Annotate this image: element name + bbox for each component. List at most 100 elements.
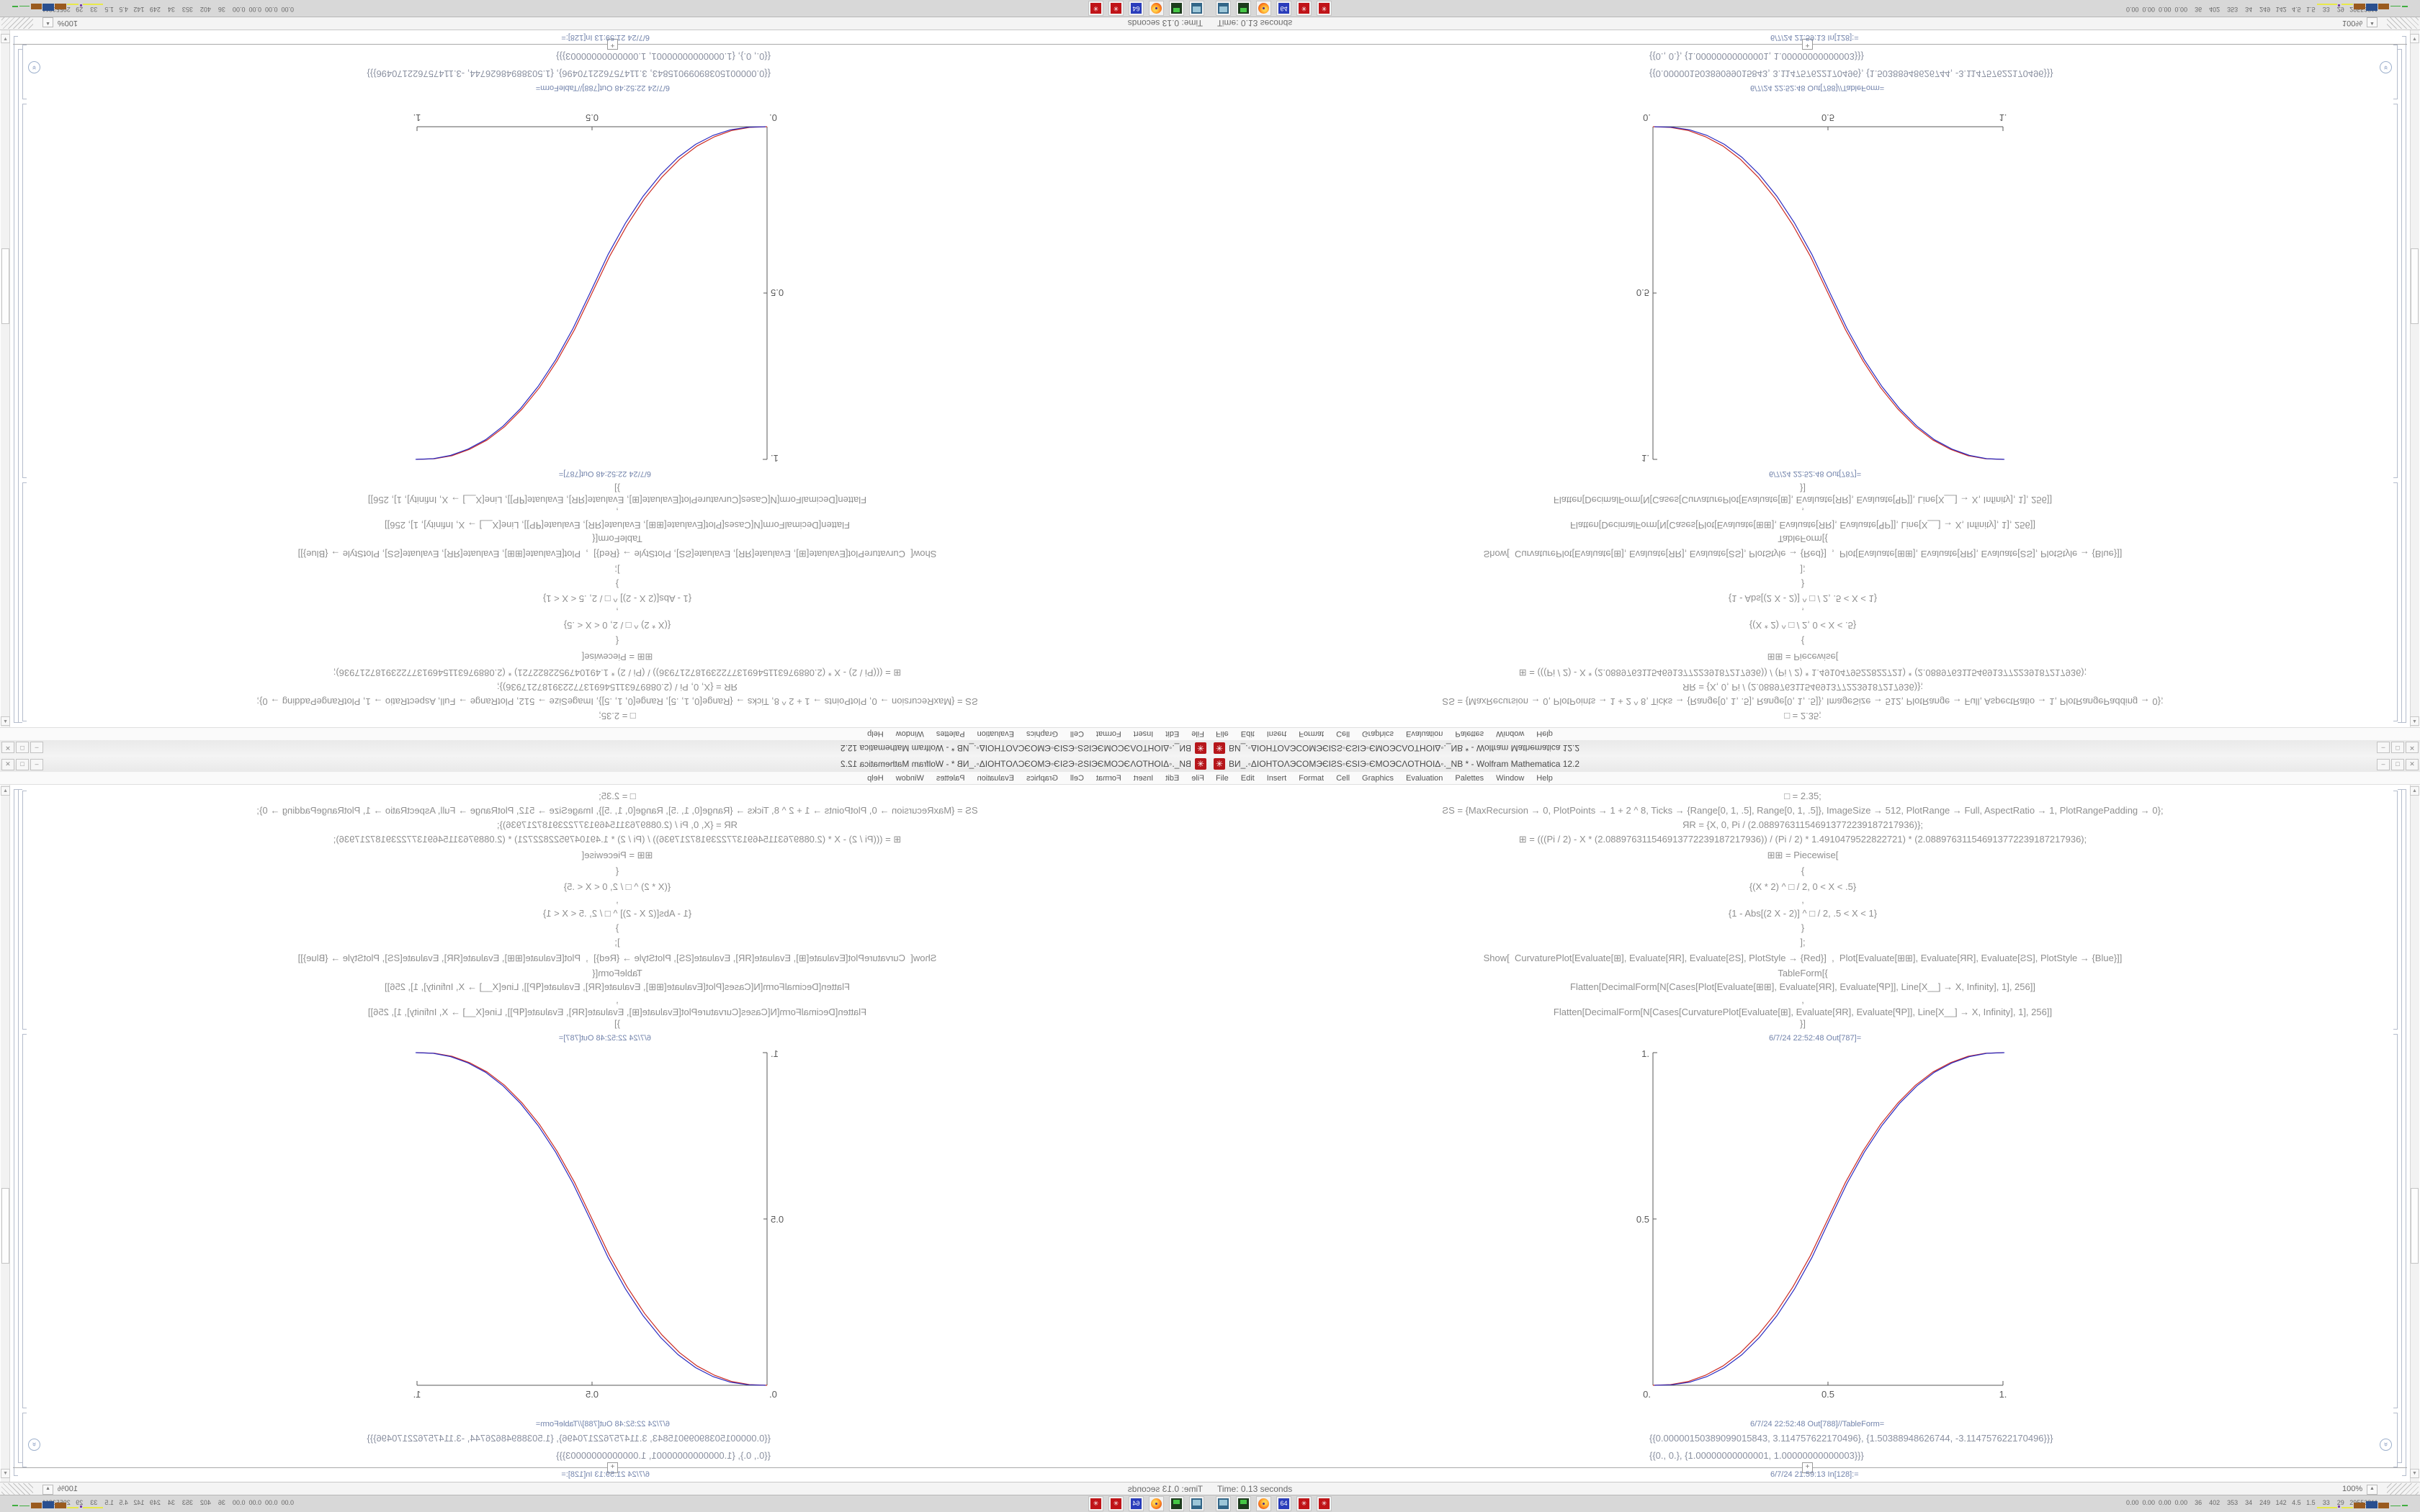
menu-insert[interactable]: Insert [1133, 729, 1154, 739]
menu-file[interactable]: File [1191, 729, 1204, 739]
close-button[interactable]: ✕ [2406, 742, 2419, 753]
firefox-icon[interactable] [1256, 1496, 1271, 1511]
close-button[interactable]: ✕ [1, 742, 14, 753]
code-line[interactable]: Flatten[DecimalForm[N[Cases[CurvaturePlo… [367, 495, 867, 505]
code-line[interactable]: ƧS = {MaxRecursion → 0, PlotPoints → 1 +… [1442, 696, 2164, 707]
cell-group-opener-icon[interactable]: » [2380, 1439, 2392, 1451]
c64-disk-icon[interactable]: 64 [1129, 1, 1144, 16]
window-titlebar[interactable]: ✳ ВИ_.◦ΔIOHTOΛЭCOMЭЄIƧS◦ЄЅIЭ◦ЄMOЭCΛOTHOI… [0, 756, 1210, 773]
code-line[interactable]: , [616, 994, 619, 1005]
code-line[interactable]: □ = 2.35; [1784, 711, 1821, 721]
scroll-up-arrow-icon[interactable]: ▲ [2410, 716, 2419, 726]
remote-desktop-icon[interactable] [1216, 1, 1231, 16]
table-output-cell-bracket[interactable] [2393, 45, 2398, 99]
cell-group-opener-icon[interactable]: » [2380, 61, 2392, 73]
window-resize-grip[interactable] [2387, 1483, 2419, 1495]
remote-desktop-icon[interactable] [1189, 1, 1204, 16]
code-line[interactable]: ƧS = {MaxRecursion → 0, PlotPoints → 1 +… [256, 805, 978, 816]
code-line[interactable]: } [615, 922, 619, 933]
cell-insert-plus-button[interactable]: + [1802, 1462, 1813, 1473]
code-line[interactable]: ]; [614, 937, 620, 948]
code-line[interactable]: , [616, 507, 619, 518]
code-line[interactable]: ƧS = {MaxRecursion → 0, PlotPoints → 1 +… [1442, 805, 2164, 816]
code-line[interactable]: ⊞ = (((Pi / 2) - X * (2.0889763115469137… [1518, 834, 2087, 845]
code-line[interactable]: ]; [614, 564, 620, 575]
scroll-up-arrow-icon[interactable]: ▲ [1, 716, 10, 726]
menu-window[interactable]: Window [895, 729, 924, 739]
c64-disk-icon[interactable]: 64 [1276, 1, 1291, 16]
code-line[interactable]: , [1801, 507, 1804, 518]
code-line[interactable]: ЯR = {X, 0, Pi / (2.08897631154691377223… [1682, 682, 1924, 693]
code-line[interactable]: ЯR = {X, 0, Pi / (2.08897631154691377223… [496, 682, 738, 693]
code-line[interactable]: □ = 2.35; [1784, 791, 1821, 801]
code-line[interactable]: TableForm[{ [592, 534, 642, 544]
code-line[interactable]: ]; [1800, 937, 1806, 948]
cell-group-bracket-outer[interactable] [2402, 36, 2406, 723]
close-button[interactable]: ✕ [1, 759, 14, 770]
code-line[interactable]: Show[ CurvaturePlot[Evaluate[⊞], Evaluat… [297, 549, 937, 559]
close-button[interactable]: ✕ [2406, 759, 2419, 770]
menu-evaluation[interactable]: Evaluation [1406, 773, 1443, 783]
magnification-popup-icon[interactable]: ▲ [42, 1485, 53, 1495]
code-line[interactable]: ⊞ = (((Pi / 2) - X * (2.0889763115469137… [1518, 667, 2087, 678]
emulator-icon[interactable] [1169, 1, 1184, 16]
code-line[interactable]: ЯR = {X, 0, Pi / (2.08897631154691377223… [1682, 819, 1924, 830]
scroll-up-arrow-icon[interactable]: ▲ [2410, 786, 2419, 796]
menu-help[interactable]: Help [1536, 773, 1553, 783]
menu-window[interactable]: Window [1496, 729, 1525, 739]
code-line[interactable]: Flatten[DecimalForm[N[Cases[CurvaturePlo… [367, 1007, 867, 1017]
maximize-button[interactable]: □ [2391, 759, 2404, 770]
window-titlebar[interactable]: ✳ ВИ_.◦ΔIOHTOΛЭCOMЭЄIƧS◦ЄЅIЭ◦ЄMOЭCΛOTHOI… [1210, 756, 2420, 773]
code-line[interactable]: Flatten[DecimalForm[N[Cases[Plot[Evaluat… [1570, 981, 2035, 992]
maximize-button[interactable]: □ [16, 759, 29, 770]
code-line[interactable]: {(X * 2) ^ □ / 2, 0 < X < .5} [563, 620, 671, 631]
cell-group-bracket-inner[interactable] [2398, 49, 2402, 723]
menu-format[interactable]: Format [1299, 729, 1325, 739]
mathematica-taskbar-icon[interactable]: ✳ [1296, 1, 1312, 16]
code-line[interactable]: }] [614, 483, 620, 494]
menu-edit[interactable]: Edit [1240, 773, 1255, 783]
code-line[interactable]: Flatten[DecimalForm[N[Cases[Plot[Evaluat… [385, 981, 850, 992]
menu-graphics[interactable]: Graphics [1362, 773, 1394, 783]
code-line[interactable]: ƧS = {MaxRecursion → 0, PlotPoints → 1 +… [256, 696, 978, 707]
code-line[interactable]: } [615, 579, 619, 590]
window-resize-grip[interactable] [2387, 17, 2419, 29]
menu-palettes[interactable]: Palettes [936, 729, 965, 739]
code-line[interactable]: Flatten[DecimalForm[N[Cases[CurvaturePlo… [1553, 1007, 2053, 1017]
scroll-down-arrow-icon[interactable]: ▼ [2410, 34, 2419, 43]
code-line[interactable]: Show[ CurvaturePlot[Evaluate[⊞], Evaluat… [1483, 953, 2123, 963]
scroll-down-arrow-icon[interactable]: ▼ [2410, 1469, 2419, 1478]
code-line[interactable]: ⊞⊞ = Piecewise[ [1767, 652, 1839, 662]
window-titlebar[interactable]: ✳ ВИ_.◦ΔIOHTOΛЭCOMЭЄIƧS◦ЄЅIЭ◦ЄMOЭCΛOTHOI… [1210, 739, 2420, 756]
firefox-icon[interactable] [1256, 1, 1271, 16]
emulator-icon[interactable] [1236, 1, 1251, 16]
input-cell-bracket[interactable] [22, 791, 27, 1030]
menu-graphics[interactable]: Graphics [1362, 729, 1394, 739]
mathematica-taskbar-icon-2[interactable]: ✳ [1317, 1, 1332, 16]
firefox-icon[interactable] [1149, 1, 1164, 16]
magnification-popup-icon[interactable]: ▲ [42, 17, 53, 27]
code-line[interactable]: □ = 2.35; [599, 791, 636, 801]
code-line[interactable]: { [1801, 636, 1805, 647]
code-line[interactable]: { [1801, 865, 1805, 876]
menu-palettes[interactable]: Palettes [1455, 773, 1484, 783]
vertical-scrollbar[interactable] [1, 30, 10, 727]
menu-file[interactable]: File [1216, 773, 1229, 783]
code-line[interactable]: , [616, 607, 619, 618]
code-line[interactable]: Show[ CurvaturePlot[Evaluate[⊞], Evaluat… [297, 953, 937, 963]
menu-format[interactable]: Format [1095, 773, 1121, 783]
scrollbar-thumb[interactable] [1, 248, 9, 324]
magnification-level[interactable]: 100% [57, 1485, 78, 1493]
code-line[interactable]: {1 - Abs[(2 X - 2)] ^ □ / 2, .5 < X < 1} [542, 593, 692, 604]
menu-evaluation[interactable]: Evaluation [1406, 729, 1443, 739]
cell-group-opener-icon[interactable]: » [28, 1439, 40, 1451]
menu-cell[interactable]: Cell [1070, 729, 1084, 739]
window-resize-grip[interactable] [1, 17, 33, 29]
code-line[interactable]: ⊞⊞ = Piecewise[ [1767, 850, 1839, 860]
code-line[interactable]: ⊞ = (((Pi / 2) - X * (2.0889763115469137… [333, 667, 902, 678]
code-line[interactable]: ⊞⊞ = Piecewise[ [581, 850, 653, 860]
code-line[interactable]: } [1801, 579, 1805, 590]
menu-cell[interactable]: Cell [1336, 773, 1350, 783]
code-line[interactable]: } [1801, 922, 1805, 933]
code-line[interactable]: ЯR = {X, 0, Pi / (2.08897631154691377223… [496, 819, 738, 830]
